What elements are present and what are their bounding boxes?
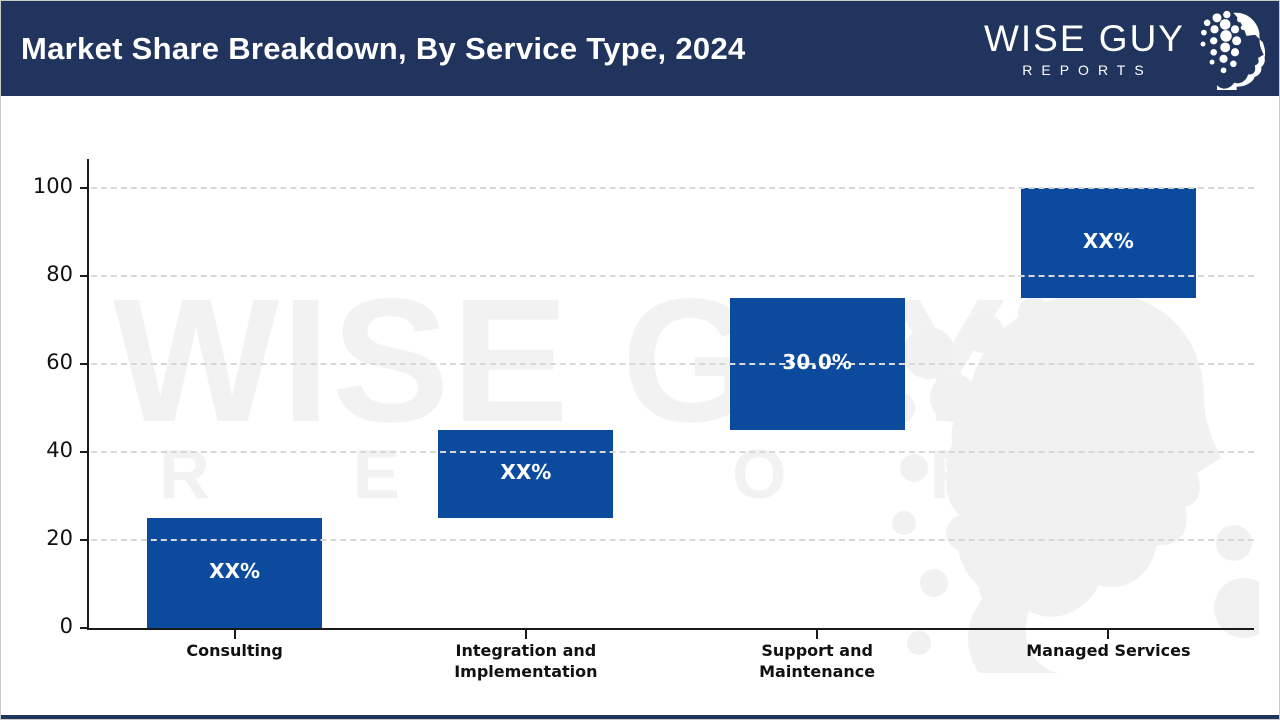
brand-head-icon	[1200, 10, 1265, 90]
y-tick-mark	[80, 627, 88, 629]
brand-logo-text: WISE GUY REPORTS	[984, 20, 1185, 77]
x-category-label: Support and Maintenance	[759, 641, 876, 681]
y-tick-mark	[80, 187, 88, 189]
brand-logo: WISE GUY REPORTS	[984, 8, 1265, 90]
y-tick-label: 20	[46, 526, 73, 550]
x-axis-line	[87, 628, 1254, 630]
y-tick-label: 40	[46, 438, 73, 462]
y-gridline	[91, 539, 1254, 541]
x-category-label: Managed Services	[1026, 641, 1191, 660]
y-gridline	[91, 187, 1254, 189]
y-tick-mark	[80, 539, 88, 541]
page-title: Market Share Breakdown, By Service Type,…	[21, 30, 746, 66]
y-gridline	[91, 451, 1254, 453]
x-category-label: Integration and Implementation	[454, 641, 598, 681]
x-tick-mark	[1107, 630, 1110, 639]
bar-value-label: XX%	[500, 460, 552, 484]
y-tick-label: 80	[46, 262, 73, 286]
y-tick-label: 0	[59, 614, 73, 638]
footer-bar	[1, 715, 1279, 719]
x-category-label: Consulting	[186, 641, 283, 660]
x-tick-mark	[233, 630, 236, 639]
brand-subtitle: REPORTS	[1022, 62, 1153, 78]
y-gridline	[91, 363, 1254, 365]
watermark-head-icon	[883, 291, 1259, 673]
header-banner: Market Share Breakdown, By Service Type,…	[1, 1, 1279, 96]
bar-value-label: 30.0%	[782, 350, 852, 374]
chart-bar	[147, 518, 323, 628]
bar-value-label: XX%	[1082, 229, 1134, 253]
y-tick-mark	[80, 451, 88, 453]
y-axis-line	[87, 159, 89, 630]
y-tick-label: 100	[32, 174, 73, 198]
y-tick-label: 60	[46, 350, 73, 374]
chart-bar	[438, 430, 614, 518]
chart-bar	[1020, 188, 1196, 298]
bar-value-label: XX%	[209, 559, 261, 583]
brand-name: WISE GUY	[983, 18, 1185, 59]
y-gridline	[91, 275, 1254, 277]
x-tick-mark	[524, 630, 527, 639]
y-tick-mark	[80, 363, 88, 365]
x-tick-mark	[816, 630, 819, 639]
y-tick-mark	[80, 275, 88, 277]
